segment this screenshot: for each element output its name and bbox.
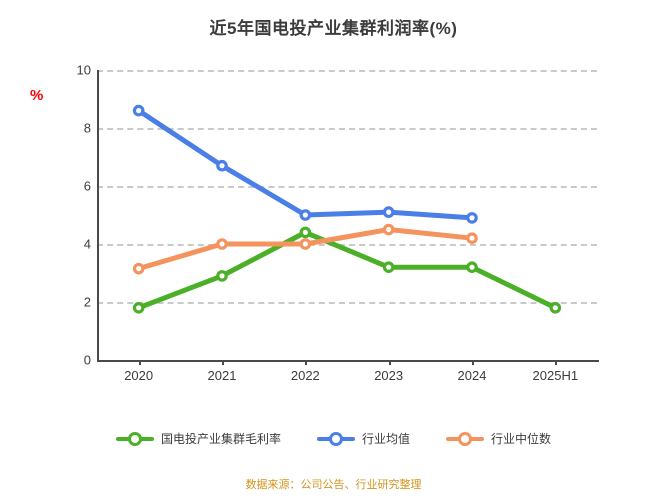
chart-legend: 国电投产业集群毛利率 行业均值 行业中位数	[0, 430, 667, 447]
gridline	[97, 244, 597, 246]
y-axis-line	[97, 70, 99, 361]
x-tick-label: 2022	[290, 368, 320, 383]
x-tick-label: 2024	[457, 368, 487, 383]
x-tick-label: 2021	[207, 368, 237, 383]
gridline	[97, 186, 597, 188]
x-tick	[388, 360, 391, 365]
x-tick	[138, 360, 141, 365]
legend-item[interactable]: 行业均值	[316, 430, 410, 447]
y-tick-label: 4	[83, 236, 91, 252]
gridline	[97, 302, 597, 304]
x-tick-label: 2023	[374, 368, 404, 383]
legend-marker-icon	[316, 431, 355, 446]
x-tick	[555, 360, 558, 365]
legend-item-label: 国电投产业集群毛利率	[160, 432, 281, 446]
y-tick-label: 10	[76, 62, 91, 78]
legend-marker-icon	[115, 431, 154, 446]
x-tick	[472, 360, 474, 365]
x-axis-line	[97, 360, 599, 362]
y-tick-label: 0	[83, 352, 91, 368]
chart-title: 近5年国电投产业集群利润率(%)	[209, 19, 458, 38]
plot-area	[97, 70, 597, 360]
y-tick-label: 6	[83, 178, 91, 194]
legend-item[interactable]: 行业中位数	[446, 430, 551, 447]
legend-item[interactable]: 国电投产业集群毛利率	[115, 430, 281, 447]
y-tick-label: 2	[83, 294, 91, 310]
legend-item-label: 行业中位数	[491, 432, 552, 446]
x-tick-label: 2025H1	[532, 368, 579, 383]
y-axis-unit-label: %	[30, 87, 44, 104]
y-axis-tick-labels: 0 2 4 6 8 10	[57, 63, 91, 368]
legend-item-label: 行业均值	[361, 432, 410, 446]
gridline	[97, 128, 597, 130]
x-tick	[305, 360, 308, 365]
x-tick	[222, 360, 224, 365]
legend-marker-icon	[446, 431, 484, 446]
source-note: 数据来源：公司公告、行业研究整理	[245, 479, 422, 491]
gridline	[97, 70, 597, 72]
y-tick-label: 8	[83, 120, 91, 136]
x-tick-label: 2020	[124, 368, 154, 383]
